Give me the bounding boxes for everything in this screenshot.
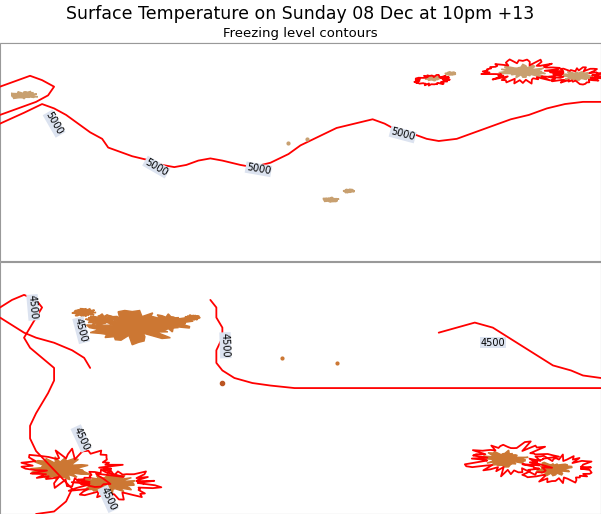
Polygon shape	[11, 91, 38, 99]
Polygon shape	[445, 72, 456, 75]
Polygon shape	[72, 308, 96, 317]
Text: 5000: 5000	[245, 162, 272, 176]
Text: 4500: 4500	[220, 333, 231, 358]
Polygon shape	[323, 197, 339, 202]
Text: 4500: 4500	[481, 338, 505, 348]
Text: Surface Temperature on Sunday 08 Dec at 10pm +13: Surface Temperature on Sunday 08 Dec at …	[66, 5, 535, 23]
Text: 4500: 4500	[27, 295, 39, 320]
Polygon shape	[537, 462, 572, 475]
Polygon shape	[185, 315, 200, 320]
Polygon shape	[87, 310, 178, 345]
Polygon shape	[563, 72, 593, 80]
Text: 4500: 4500	[72, 425, 91, 452]
Polygon shape	[483, 450, 528, 467]
Text: 4500: 4500	[99, 486, 118, 512]
Text: 5000: 5000	[44, 111, 64, 137]
Polygon shape	[425, 75, 441, 81]
Polygon shape	[499, 64, 545, 78]
Polygon shape	[85, 314, 120, 326]
Text: 4500: 4500	[73, 317, 89, 343]
Polygon shape	[30, 457, 90, 480]
Text: Freezing level contours: Freezing level contours	[223, 27, 378, 40]
Polygon shape	[143, 314, 193, 332]
Polygon shape	[343, 189, 355, 193]
Text: 5000: 5000	[143, 157, 169, 178]
Polygon shape	[83, 474, 135, 493]
Text: 5000: 5000	[389, 126, 416, 142]
